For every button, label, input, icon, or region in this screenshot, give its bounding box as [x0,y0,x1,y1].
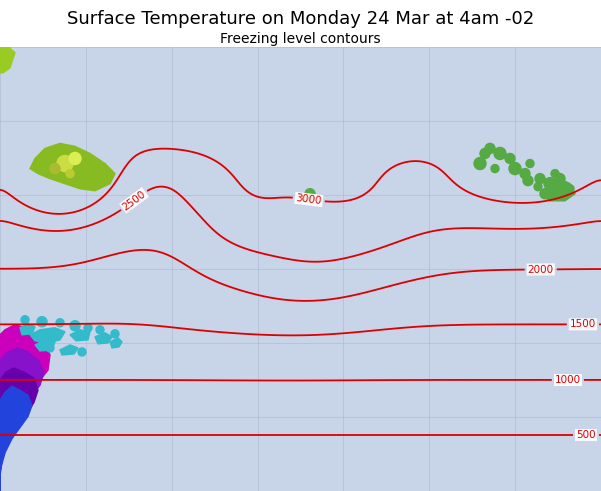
Polygon shape [20,324,35,335]
Polygon shape [70,330,90,341]
Circle shape [509,163,521,175]
Circle shape [505,154,515,164]
Circle shape [37,317,47,327]
Polygon shape [95,333,112,344]
Circle shape [551,169,559,178]
Polygon shape [30,143,115,191]
Circle shape [304,195,312,203]
Polygon shape [110,338,122,348]
Text: 3000: 3000 [295,193,322,206]
Polygon shape [30,328,65,343]
Circle shape [494,147,506,160]
Circle shape [474,158,486,169]
Circle shape [523,176,533,186]
Text: 2000: 2000 [528,264,554,274]
Circle shape [305,189,315,199]
Text: 500: 500 [576,431,596,440]
Circle shape [57,156,73,171]
Polygon shape [0,386,32,491]
Circle shape [69,152,81,164]
Circle shape [555,174,565,184]
Circle shape [66,169,74,178]
Circle shape [480,148,490,159]
Circle shape [544,178,556,190]
Circle shape [78,348,86,356]
Polygon shape [0,348,44,491]
Polygon shape [0,325,50,491]
Text: 2500: 2500 [121,189,148,212]
Polygon shape [35,340,55,351]
Circle shape [56,319,64,327]
Circle shape [485,143,495,154]
Circle shape [70,321,80,331]
Text: 1500: 1500 [570,319,596,329]
Polygon shape [0,368,38,491]
Circle shape [540,189,550,199]
Polygon shape [540,179,575,201]
Text: 1000: 1000 [555,375,581,385]
Text: Surface Temperature on Monday 24 Mar at 4am -02: Surface Temperature on Monday 24 Mar at … [67,10,534,28]
Polygon shape [60,345,78,355]
Circle shape [21,316,29,324]
Circle shape [84,324,92,332]
Circle shape [526,160,534,167]
Circle shape [46,344,54,352]
Circle shape [535,174,545,184]
Circle shape [491,164,499,173]
Polygon shape [0,47,15,73]
Circle shape [534,183,542,191]
Text: Freezing level contours: Freezing level contours [220,32,381,46]
Circle shape [111,330,119,338]
Circle shape [50,164,60,174]
Circle shape [566,185,574,193]
Circle shape [96,326,104,334]
Circle shape [80,164,90,174]
Circle shape [520,168,530,179]
